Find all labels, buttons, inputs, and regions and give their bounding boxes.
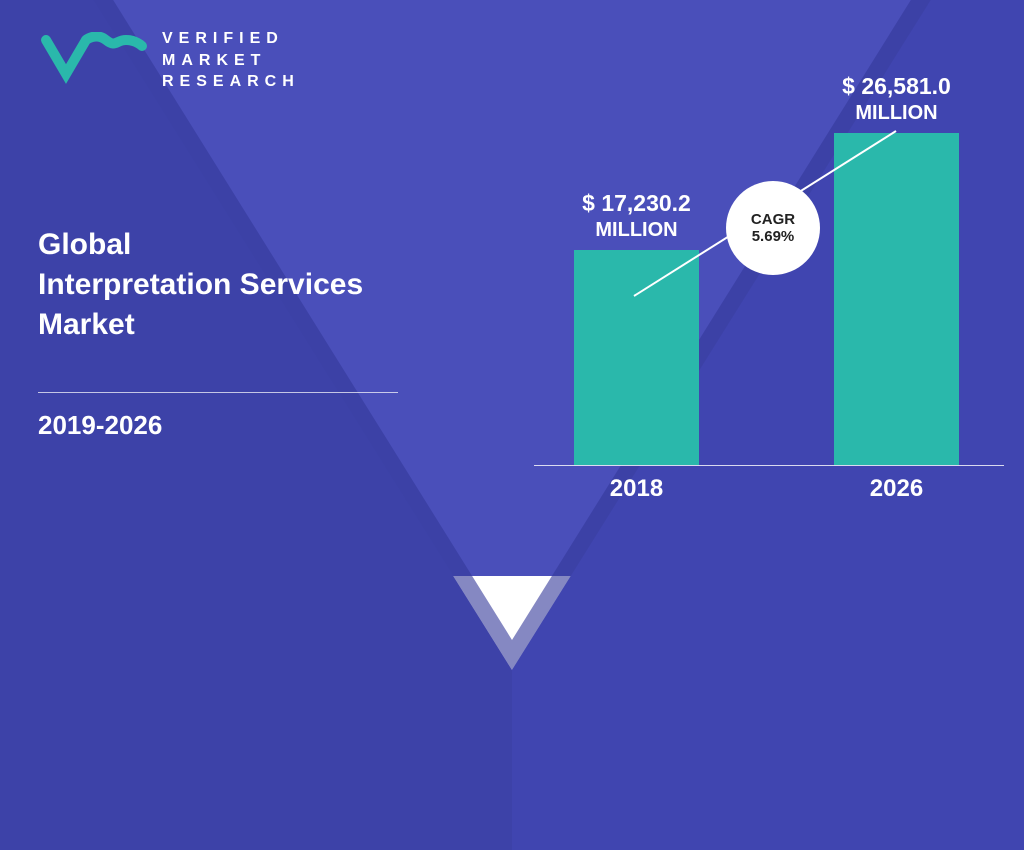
bar-2018-value: $ 17,230.2 [582,190,691,218]
bar-2018-unit: MILLION [582,218,691,242]
bar-chart: $ 17,230.2 MILLION 2018 $ 26,581.0 MILLI… [534,86,1004,466]
bar-2026-rect [834,133,959,465]
logo-mark-icon [38,32,148,88]
bar-2018: $ 17,230.2 MILLION 2018 [574,250,699,465]
bar-2018-year: 2018 [610,475,663,503]
brand-name-line3: RESEARCH [162,71,300,93]
chart-baseline [534,465,1004,466]
title-block: Global Interpretation Services Market [38,228,363,342]
bar-2018-label: $ 17,230.2 MILLION [582,190,691,242]
bar-2026-unit: MILLION [842,101,951,125]
bar-2018-rect [574,250,699,465]
brand-name-line2: MARKET [162,50,300,72]
brand-logo: VERIFIED MARKET RESEARCH [38,28,300,93]
bar-2026-year: 2026 [870,475,923,503]
bar-2026-label: $ 26,581.0 MILLION [842,73,951,125]
title-line3: Market [38,308,363,342]
bar-2026: $ 26,581.0 MILLION 2026 [834,133,959,465]
title-line2: Interpretation Services [38,268,363,302]
infographic-canvas: VERIFIED MARKET RESEARCH Global Interpre… [0,0,1024,576]
divider [38,392,398,393]
brand-name-line1: VERIFIED [162,28,300,50]
cagr-label: CAGR [751,211,795,228]
title-line1: Global [38,228,363,262]
cagr-value: 5.69% [752,228,795,245]
bar-2026-value: $ 26,581.0 [842,73,951,101]
cagr-badge: CAGR 5.69% [726,181,820,275]
brand-name: VERIFIED MARKET RESEARCH [162,28,300,93]
period-text: 2019-2026 [38,410,162,441]
